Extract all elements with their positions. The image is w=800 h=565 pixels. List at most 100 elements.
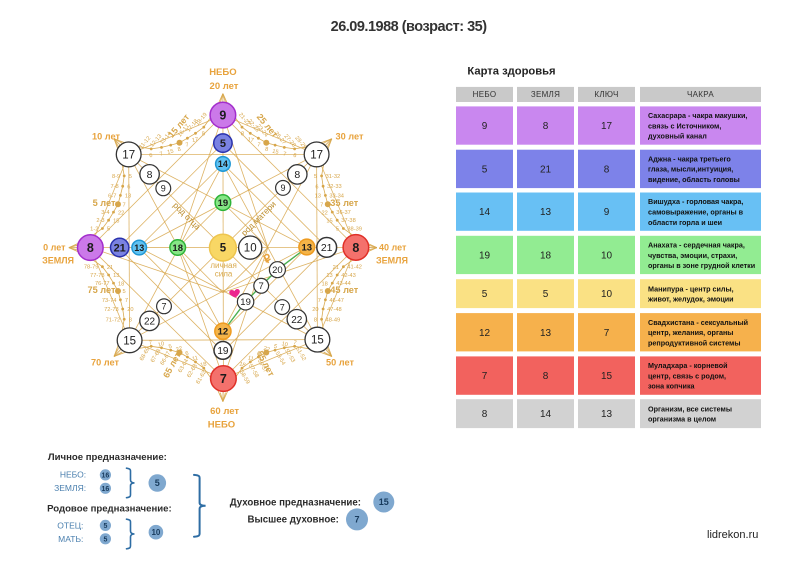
svg-text:Аджна - чакра третьего: Аджна - чакра третьего: [648, 154, 731, 163]
svg-text:9: 9: [482, 121, 488, 132]
svg-text:22: 22: [263, 346, 271, 353]
svg-text:20 лет: 20 лет: [210, 81, 239, 92]
svg-text:70 лет: 70 лет: [91, 358, 119, 368]
svg-text:Анахата - сердечная чакра,: Анахата - сердечная чакра,: [648, 241, 745, 250]
svg-text:8-9: 8-9: [112, 174, 120, 180]
svg-text:1-2: 1-2: [90, 227, 98, 233]
svg-text:20: 20: [312, 307, 318, 313]
svg-text:5: 5: [273, 344, 278, 351]
svg-text:6: 6: [315, 184, 318, 190]
svg-text:5: 5: [482, 164, 488, 175]
svg-text:71-72: 71-72: [106, 317, 121, 323]
svg-text:8: 8: [87, 241, 94, 255]
svg-text:13: 13: [134, 243, 144, 253]
svg-text:18: 18: [118, 281, 124, 287]
svg-text:8: 8: [264, 147, 268, 154]
svg-text:НЕБО: НЕБО: [473, 90, 497, 99]
svg-text:НЕБО: НЕБО: [208, 419, 235, 430]
svg-text:37-38: 37-38: [341, 218, 356, 224]
svg-text:ОТЕЦ:: ОТЕЦ:: [57, 520, 83, 530]
svg-text:19: 19: [218, 198, 229, 209]
svg-text:21: 21: [540, 164, 552, 175]
svg-text:Карта здоровья: Карта здоровья: [467, 66, 555, 78]
svg-text:12: 12: [218, 327, 229, 338]
svg-text:7: 7: [293, 340, 298, 347]
svg-text:8: 8: [240, 131, 244, 138]
svg-text:15: 15: [379, 497, 389, 507]
svg-text:lidrekon.ru: lidrekon.ru: [707, 529, 758, 541]
svg-text:36-37: 36-37: [336, 210, 351, 216]
svg-text:5: 5: [314, 174, 317, 180]
svg-text:8: 8: [352, 241, 359, 255]
svg-text:75 лет: 75 лет: [88, 285, 116, 295]
svg-text:7: 7: [354, 514, 359, 524]
svg-text:Вишудха - горловая чакра,: Вишудха - горловая чакра,: [648, 197, 743, 206]
svg-text:6-7: 6-7: [108, 193, 116, 199]
svg-text:21: 21: [107, 265, 113, 271]
svg-text:6: 6: [185, 351, 190, 358]
svg-text:14: 14: [218, 159, 228, 169]
svg-text:центр, связь с родом,: центр, связь с родом,: [648, 371, 726, 380]
svg-text:7: 7: [280, 302, 285, 312]
svg-text:7: 7: [125, 298, 128, 304]
svg-text:10: 10: [601, 251, 613, 262]
svg-text:Родовое предназначение:: Родовое предназначение:: [47, 503, 172, 514]
svg-text:8: 8: [482, 409, 488, 420]
svg-text:9: 9: [280, 183, 285, 193]
svg-text:самовыражение, органы в: самовыражение, органы в: [648, 208, 744, 217]
svg-text:60 лет: 60 лет: [210, 406, 239, 417]
svg-text:22: 22: [144, 317, 156, 328]
svg-text:19: 19: [240, 297, 251, 308]
svg-text:14: 14: [540, 409, 552, 420]
svg-text:организма в целом: организма в целом: [648, 415, 716, 424]
svg-text:6: 6: [127, 184, 130, 190]
svg-text:13: 13: [601, 409, 613, 420]
svg-text:18: 18: [172, 243, 183, 254]
svg-text:13: 13: [315, 194, 321, 200]
svg-text:10: 10: [151, 528, 160, 537]
svg-text:21: 21: [321, 242, 333, 254]
svg-text:15: 15: [167, 149, 174, 156]
svg-text:47-48: 47-48: [327, 307, 342, 313]
svg-text:18: 18: [200, 361, 208, 368]
svg-text:3-4: 3-4: [101, 210, 109, 216]
svg-text:0 лет: 0 лет: [43, 243, 66, 253]
svg-text:78-79: 78-79: [84, 265, 99, 271]
svg-text:7: 7: [318, 298, 321, 304]
svg-text:19: 19: [217, 346, 229, 357]
svg-text:8: 8: [294, 169, 300, 181]
svg-text:органы в зоне грудной клетки: органы в зоне грудной клетки: [648, 261, 755, 270]
svg-text:8: 8: [604, 164, 610, 175]
svg-text:18: 18: [321, 281, 327, 287]
svg-text:зона копчика: зона копчика: [648, 382, 696, 391]
svg-text:35 лет: 35 лет: [330, 198, 358, 208]
svg-text:18: 18: [238, 361, 246, 368]
svg-text:живот, желудок, эмоции: живот, желудок, эмоции: [647, 295, 734, 304]
svg-text:5: 5: [103, 523, 107, 530]
svg-text:18: 18: [540, 251, 552, 262]
svg-text:11: 11: [247, 355, 254, 362]
svg-text:7: 7: [123, 202, 126, 208]
svg-text:16: 16: [102, 486, 110, 493]
svg-text:5: 5: [103, 537, 107, 544]
svg-text:32-33: 32-33: [327, 184, 342, 190]
svg-text:7: 7: [482, 371, 488, 382]
svg-text:45 лет: 45 лет: [330, 285, 358, 295]
svg-text:15: 15: [113, 218, 119, 224]
svg-text:НЕБО: НЕБО: [209, 67, 236, 78]
svg-text:Личное предназначение:: Личное предназначение:: [48, 452, 167, 463]
svg-text:8: 8: [543, 121, 549, 132]
svg-text:5: 5: [220, 243, 227, 255]
svg-text:2-3: 2-3: [96, 218, 104, 224]
svg-text:Свадхистана - сексуальный: Свадхистана - сексуальный: [648, 318, 748, 327]
svg-text:7: 7: [282, 151, 286, 158]
svg-text:5: 5: [155, 478, 160, 488]
svg-text:73-74: 73-74: [102, 298, 117, 304]
svg-text:48-49: 48-49: [326, 317, 341, 323]
svg-text:15: 15: [601, 371, 613, 382]
svg-text:5: 5: [482, 289, 488, 300]
svg-text:НЕБО:: НЕБО:: [60, 470, 86, 480]
svg-text:10: 10: [157, 341, 165, 348]
svg-text:Сахасрара - чакра макушки,: Сахасрара - чакра макушки,: [648, 111, 747, 120]
svg-text:ЗЕМЛЯ: ЗЕМЛЯ: [531, 90, 560, 99]
